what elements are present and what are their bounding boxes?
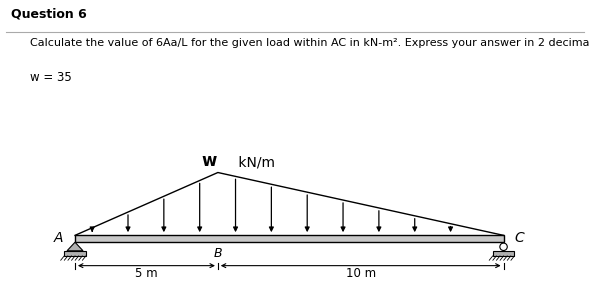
Text: 10 m: 10 m (346, 267, 376, 280)
Polygon shape (67, 242, 83, 251)
Circle shape (500, 243, 507, 250)
Text: A: A (54, 231, 63, 245)
Text: w: w (201, 152, 217, 170)
Text: Question 6: Question 6 (11, 8, 86, 21)
Text: Calculate the value of 6Aa/L for the given load within AC in kN-m². Express your: Calculate the value of 6Aa/L for the giv… (30, 38, 590, 48)
Text: kN/m: kN/m (234, 155, 274, 169)
FancyBboxPatch shape (75, 235, 503, 242)
Text: w = 35: w = 35 (30, 71, 71, 84)
Text: B: B (214, 247, 222, 260)
Bar (64, 251, 86, 256)
Bar (493, 251, 514, 256)
Text: C: C (514, 231, 524, 245)
Text: 5 m: 5 m (135, 267, 158, 280)
